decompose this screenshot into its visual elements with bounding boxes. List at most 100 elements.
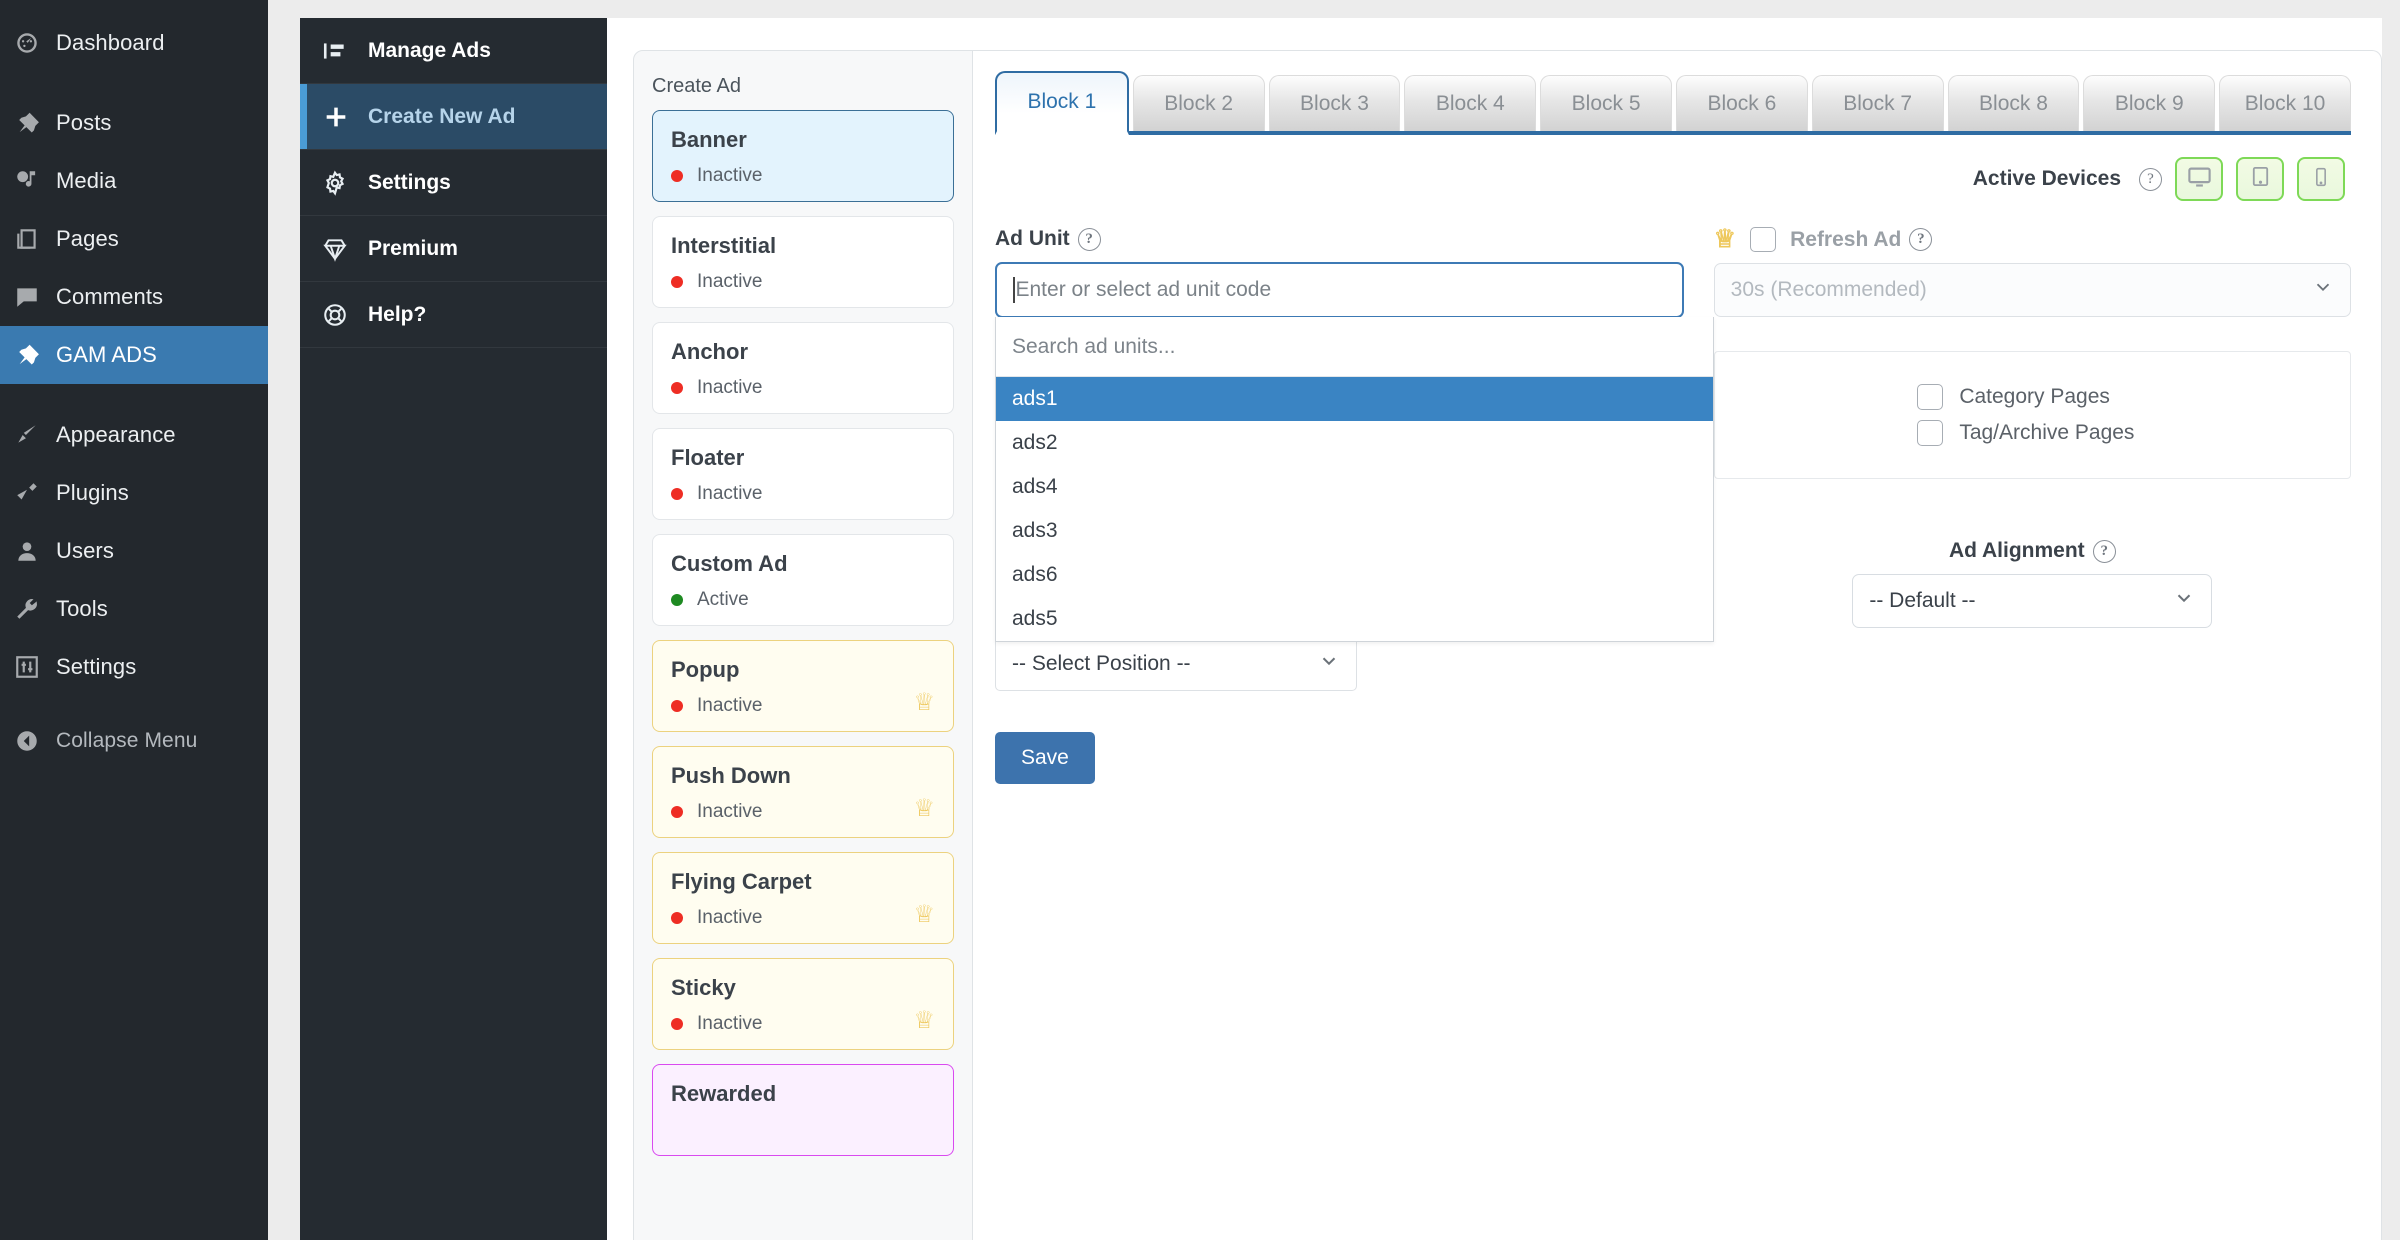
sidebar-item-settings[interactable]: Settings bbox=[0, 638, 268, 696]
sidebar-item-gam-ads[interactable]: GAM ADS bbox=[0, 326, 268, 384]
question-mark-icon[interactable]: ? bbox=[2139, 167, 2162, 191]
ad-type-card-custom-ad[interactable]: Custom Ad Active bbox=[652, 534, 954, 626]
page-target-category-pages[interactable]: Category Pages bbox=[1917, 384, 2147, 410]
status-label: Inactive bbox=[697, 165, 763, 186]
tab-block-10[interactable]: Block 10 bbox=[2219, 75, 2351, 131]
tab-block-5[interactable]: Block 5 bbox=[1540, 75, 1672, 131]
plugin-nav-manage-ads[interactable]: Manage Ads bbox=[300, 18, 607, 84]
ad-type-card-rewarded[interactable]: Rewarded bbox=[652, 1064, 954, 1156]
tab-block-4[interactable]: Block 4 bbox=[1404, 75, 1537, 131]
ad-type-card-floater[interactable]: Floater Inactive bbox=[652, 428, 954, 520]
sidebar-collapse-menu[interactable]: Collapse Menu bbox=[0, 712, 268, 770]
dropdown-option-ads3[interactable]: ads3 bbox=[996, 509, 1713, 553]
sidebar-item-pages[interactable]: Pages bbox=[0, 210, 268, 268]
crown-icon: ♕ bbox=[913, 901, 935, 928]
tab-block-1[interactable]: Block 1 bbox=[995, 71, 1129, 135]
sidebar-item-label: GAM ADS bbox=[56, 342, 157, 367]
sidebar-item-appearance[interactable]: Appearance bbox=[0, 406, 268, 464]
tab-block-3[interactable]: Block 3 bbox=[1268, 75, 1401, 131]
gear-icon bbox=[322, 170, 368, 196]
ad-type-card-flying-carpet[interactable]: Flying Carpet Inactive ♕ bbox=[652, 852, 954, 944]
sidebar-item-comments[interactable]: Comments bbox=[0, 268, 268, 326]
plugin-nav-premium[interactable]: Premium bbox=[300, 216, 607, 282]
sidebar-item-label: Media bbox=[56, 168, 117, 193]
sidebar-item-tools[interactable]: Tools bbox=[0, 580, 268, 638]
ad-unit-search-input[interactable]: Search ad units... bbox=[996, 317, 1713, 377]
dropdown-option-ads2[interactable]: ads2 bbox=[996, 421, 1713, 465]
status-label: Inactive bbox=[697, 1013, 763, 1034]
tab-block-7[interactable]: Block 7 bbox=[1811, 75, 1944, 131]
pin-icon bbox=[14, 110, 56, 136]
tablet-device-toggle[interactable] bbox=[2236, 157, 2284, 201]
user-icon bbox=[14, 538, 56, 564]
text-caret bbox=[1013, 277, 1015, 303]
dropdown-option-ads6[interactable]: ads6 bbox=[996, 553, 1713, 597]
ad-type-name: Push Down bbox=[671, 763, 791, 788]
ad-type-card-banner[interactable]: Banner Inactive bbox=[652, 110, 954, 202]
desktop-device-toggle[interactable] bbox=[2175, 157, 2223, 201]
ad-unit-input[interactable]: Enter or select ad unit code bbox=[995, 262, 1684, 318]
plugin-nav-help[interactable]: Help? bbox=[300, 282, 607, 348]
tab-label: Block 8 bbox=[1979, 91, 2048, 115]
refresh-interval-value: 30s (Recommended) bbox=[1730, 278, 1927, 301]
tab-label: Block 2 bbox=[1164, 91, 1234, 115]
lifebuoy-icon bbox=[322, 302, 368, 328]
dropdown-option-ads4[interactable]: ads4 bbox=[996, 465, 1713, 509]
page-target-tag-archive-pages[interactable]: Tag/Archive Pages bbox=[1917, 420, 2147, 446]
tab-label: Block 5 bbox=[1571, 91, 1641, 115]
tab-label: Block 10 bbox=[2244, 91, 2326, 115]
ad-type-card-push-down[interactable]: Push Down Inactive ♕ bbox=[652, 746, 954, 838]
save-button[interactable]: Save bbox=[995, 732, 1095, 784]
dropdown-option-ads5[interactable]: ads5 bbox=[996, 597, 1713, 641]
question-mark-icon[interactable]: ? bbox=[2092, 539, 2116, 563]
refresh-interval-select[interactable]: 30s (Recommended) bbox=[1713, 263, 2351, 317]
status-dot-icon bbox=[671, 806, 683, 818]
tab-block-6[interactable]: Block 6 bbox=[1675, 75, 1808, 131]
ad-type-status: Inactive bbox=[671, 377, 935, 399]
ad-type-card-anchor[interactable]: Anchor Inactive bbox=[652, 322, 954, 414]
option-label: ads4 bbox=[1012, 475, 1058, 498]
ad-alignment-select[interactable]: -- Default -- bbox=[1852, 574, 2213, 628]
ad-unit-column: Ad Unit ? Enter or select ad unit code S… bbox=[995, 227, 1714, 784]
refresh-ad-column: ♕ Refresh Ad ? 30s (Recommended) bbox=[1713, 227, 2351, 628]
ad-type-card-interstitial[interactable]: Interstitial Inactive bbox=[652, 216, 954, 308]
sidebar-item-media[interactable]: Media bbox=[0, 152, 268, 210]
sidebar-gap bbox=[268, 0, 300, 1240]
tag-archive-pages-checkbox[interactable] bbox=[1917, 420, 1944, 446]
status-dot-icon bbox=[671, 488, 683, 500]
tab-block-2[interactable]: Block 2 bbox=[1132, 75, 1265, 131]
sidebar-item-plugins[interactable]: Plugins bbox=[0, 464, 268, 522]
ad-type-card-popup[interactable]: Popup Inactive ♕ bbox=[652, 640, 954, 732]
refresh-ad-checkbox[interactable] bbox=[1750, 227, 1777, 252]
sidebar-item-label: Pages bbox=[56, 226, 119, 251]
crown-icon: ♕ bbox=[913, 689, 935, 716]
sidebar-item-posts[interactable]: Posts bbox=[0, 94, 268, 152]
ad-type-name: Rewarded bbox=[671, 1081, 777, 1106]
sidebar-item-dashboard[interactable]: Dashboard bbox=[0, 14, 268, 72]
tab-block-8[interactable]: Block 8 bbox=[1947, 75, 2080, 131]
ad-type-status: Inactive bbox=[671, 801, 935, 823]
question-mark-icon[interactable]: ? bbox=[1077, 227, 1101, 251]
plugin-nav-settings[interactable]: Settings bbox=[300, 150, 607, 216]
tab-label: Block 4 bbox=[1435, 91, 1505, 115]
ad-alignment-label: Ad Alignment bbox=[1948, 539, 2085, 562]
ad-type-name: Banner bbox=[671, 127, 747, 152]
question-mark-icon[interactable]: ? bbox=[1909, 228, 1933, 251]
status-label: Active bbox=[697, 589, 749, 610]
sidebar-item-users[interactable]: Users bbox=[0, 522, 268, 580]
comments-icon bbox=[14, 284, 56, 310]
media-icon bbox=[14, 168, 56, 194]
plugin-nav-create-new-ad[interactable]: Create New Ad bbox=[300, 84, 607, 150]
sidebar-item-label: Comments bbox=[56, 284, 164, 309]
category-pages-checkbox[interactable] bbox=[1917, 384, 1944, 410]
dropdown-option-ads1[interactable]: ads1 bbox=[996, 377, 1713, 421]
ad-type-status: Inactive bbox=[671, 1013, 935, 1035]
plus-icon bbox=[322, 103, 368, 131]
tab-block-9[interactable]: Block 9 bbox=[2083, 75, 2216, 131]
position-select[interactable]: -- Select Position -- bbox=[995, 637, 1357, 691]
sidebar-item-label: Tools bbox=[56, 596, 108, 621]
ad-unit-placeholder: Enter or select ad unit code bbox=[1015, 278, 1272, 301]
mobile-device-toggle[interactable] bbox=[2297, 157, 2345, 201]
ad-type-card-sticky[interactable]: Sticky Inactive ♕ bbox=[652, 958, 954, 1050]
tab-label: Block 1 bbox=[1027, 90, 1097, 113]
